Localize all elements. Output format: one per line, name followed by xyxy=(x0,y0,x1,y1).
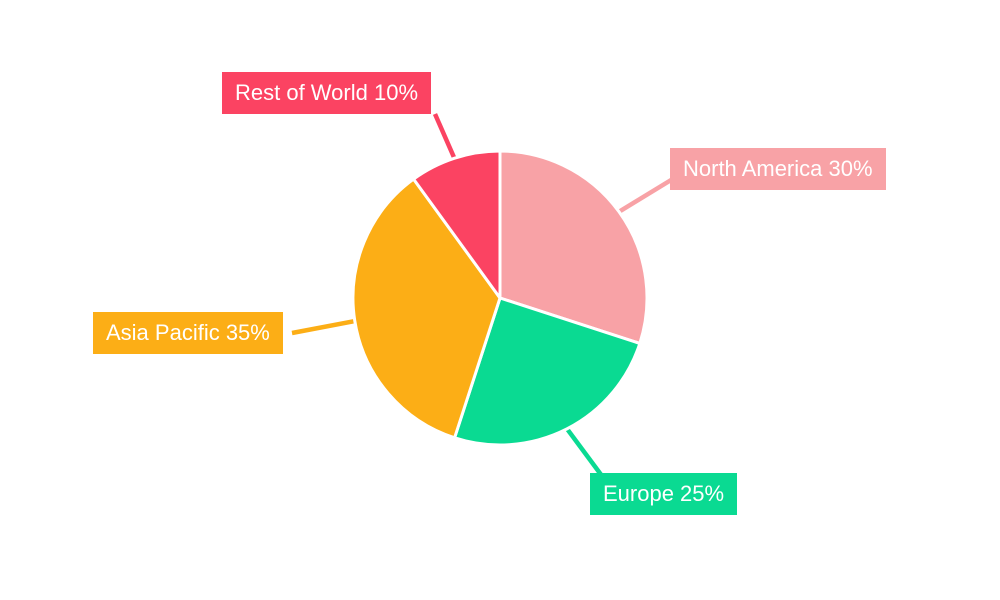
pie-slice-north-america[interactable] xyxy=(498,149,649,345)
pie-slice-asia-pacific[interactable] xyxy=(351,177,502,440)
callout-line-rest-of-world xyxy=(432,113,458,162)
pie-slice-rest-of-world[interactable] xyxy=(412,149,502,300)
callout-line-asia-pacific xyxy=(291,318,358,336)
callout-line-europe xyxy=(563,425,604,478)
slice-label-north-america: North America 30% xyxy=(670,148,886,190)
slice-label-europe: Europe 25% xyxy=(590,473,738,515)
callout-line-north-america xyxy=(616,175,678,215)
slice-label-asia-pacific: Asia Pacific 35% xyxy=(93,312,283,354)
pie-slice-europe[interactable] xyxy=(453,296,642,447)
slice-label-rest-of-world: Rest of World 10% xyxy=(222,72,432,114)
